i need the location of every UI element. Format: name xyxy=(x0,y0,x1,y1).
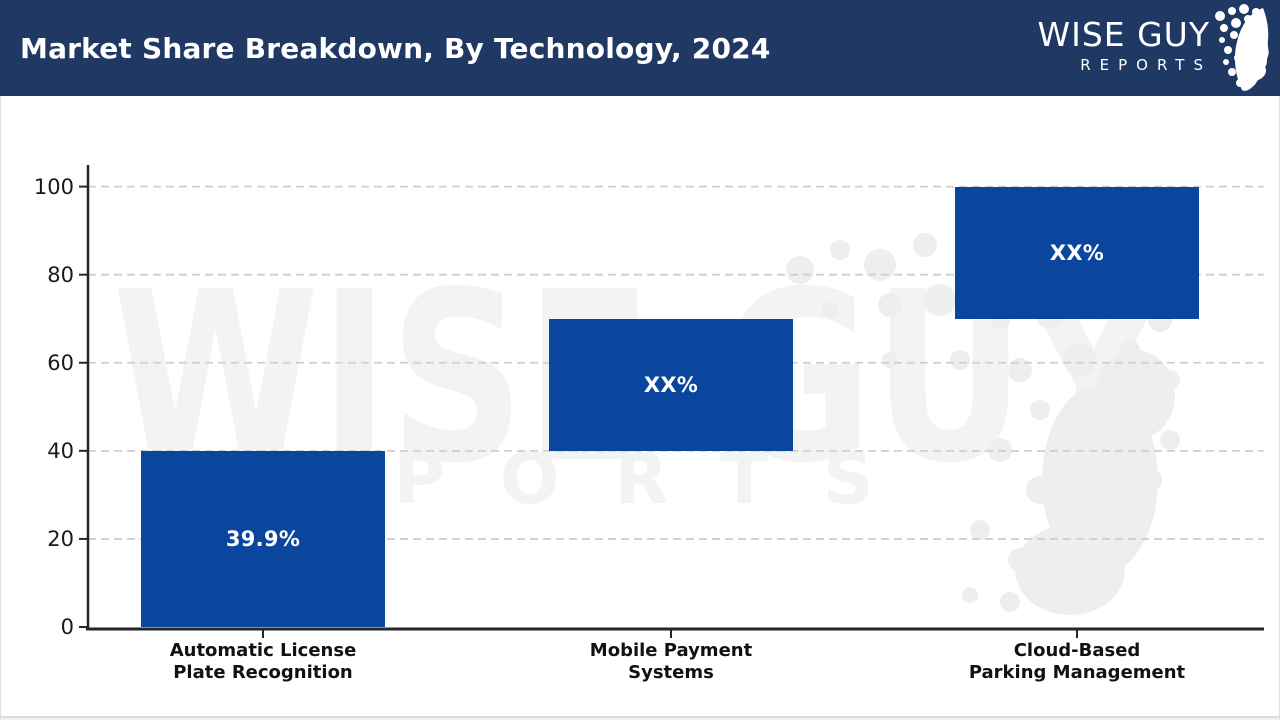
x-category-label-line: Mobile Payment xyxy=(589,640,753,661)
y-tick-label: 100 xyxy=(33,174,74,199)
y-tick-label: 20 xyxy=(47,526,74,551)
bottom-border-shade xyxy=(0,718,1280,720)
x-category-label-line: Parking Management xyxy=(968,662,1186,683)
chart-title: Market Share Breakdown, By Technology, 2… xyxy=(20,31,771,65)
bar-segment: 39.9% xyxy=(141,451,385,627)
y-tick-label: 0 xyxy=(60,615,74,639)
header-bar: Market Share Breakdown, By Technology, 2… xyxy=(0,0,1280,96)
left-border-line xyxy=(0,96,1,720)
x-category-label-line: Cloud-Based xyxy=(1013,640,1141,661)
logo-face-icon xyxy=(1215,4,1269,91)
y-tick-label: 60 xyxy=(47,350,74,375)
logo-subtext: REPORTS xyxy=(1080,56,1212,74)
bar-value-label: XX% xyxy=(1049,240,1105,265)
x-category-label: Mobile Payment Systems xyxy=(511,640,831,684)
logo-wordmark: WISE GUY xyxy=(1037,15,1210,54)
x-category-label: Cloud-Based Parking Management xyxy=(917,640,1237,684)
bar-value-label: 39.9% xyxy=(225,527,301,552)
bar-value-label: XX% xyxy=(643,372,699,397)
x-category-label: Automatic License Plate Recognition xyxy=(103,640,423,684)
bar-segment: XX% xyxy=(955,186,1199,319)
y-tick-label: 80 xyxy=(47,262,74,287)
wise-guy-logo: WISE GUY REPORTS xyxy=(1037,4,1269,91)
x-category-label-line: Plate Recognition xyxy=(173,662,353,683)
y-tick-label: 40 xyxy=(47,438,74,463)
bar-segment: XX% xyxy=(549,318,793,451)
x-category-label-line: Systems xyxy=(628,662,714,683)
bottom-border-line xyxy=(0,716,1280,718)
x-category-label-line: Automatic License xyxy=(169,640,357,661)
